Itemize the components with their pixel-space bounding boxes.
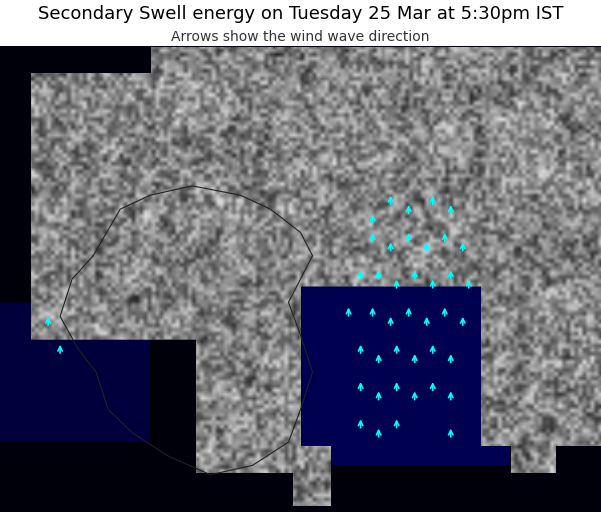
Text: Arrows show the wind wave direction: Arrows show the wind wave direction: [171, 30, 430, 44]
Text: Secondary Swell energy on Tuesday 25 Mar at 5:30pm IST: Secondary Swell energy on Tuesday 25 Mar…: [38, 5, 563, 23]
